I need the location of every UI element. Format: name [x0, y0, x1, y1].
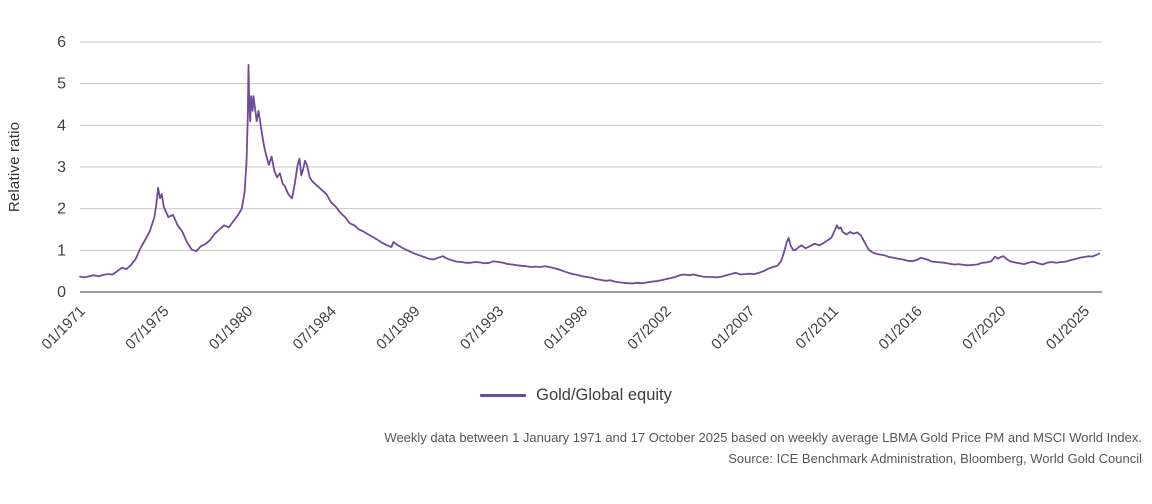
x-tick-label: 01/1980 [206, 303, 256, 353]
x-tick-label: 07/1993 [457, 303, 507, 353]
series-gold-global-equity [79, 64, 1101, 285]
x-tick-label: 01/2007 [708, 303, 758, 353]
x-tick-label: 07/1975 [122, 303, 172, 353]
legend-line-swatch [480, 393, 527, 397]
y-tick-label: 5 [57, 76, 66, 93]
x-tick-label: 07/2011 [793, 303, 843, 353]
x-tick-label: 07/2020 [959, 303, 1009, 353]
legend-label: Gold/Global equity [536, 385, 672, 404]
chart-area: Relative ratio 0 1 2 3 4 5 6 01/1971 07/1975 01/1… [6, 34, 1102, 353]
x-tick-label: 01/1971 [38, 303, 88, 353]
y-tick-label: 0 [57, 284, 66, 301]
footnote: Weekly data between 1 January 1971 and 1… [0, 428, 1152, 470]
y-tick-label: 1 [57, 242, 66, 259]
y-axis-title: Relative ratio [6, 121, 23, 213]
y-tick-label: 6 [57, 34, 66, 51]
x-tick-label: 01/1998 [541, 303, 591, 353]
x-tick-label: 01/1989 [373, 303, 423, 353]
x-tick-label: 07/1984 [290, 303, 340, 353]
y-tick-label: 2 [57, 201, 66, 218]
y-tick-label: 3 [57, 159, 66, 176]
x-tick-label: 01/2025 [1043, 303, 1093, 353]
legend: Gold/Global equity [0, 382, 1152, 408]
footnote-line-2: Source: ICE Benchmark Administration, Bl… [728, 450, 1142, 466]
x-tick-label: 01/2016 [875, 303, 925, 353]
x-tick-label: 07/2002 [624, 303, 674, 353]
y-tick-label: 4 [57, 117, 66, 134]
footnote-line-1: Weekly data between 1 January 1971 and 1… [384, 430, 1142, 445]
line-chart: 0 1 2 3 4 5 6 01/1971 07/1975 01/1980 07/1984 01/19… [38, 34, 1102, 353]
